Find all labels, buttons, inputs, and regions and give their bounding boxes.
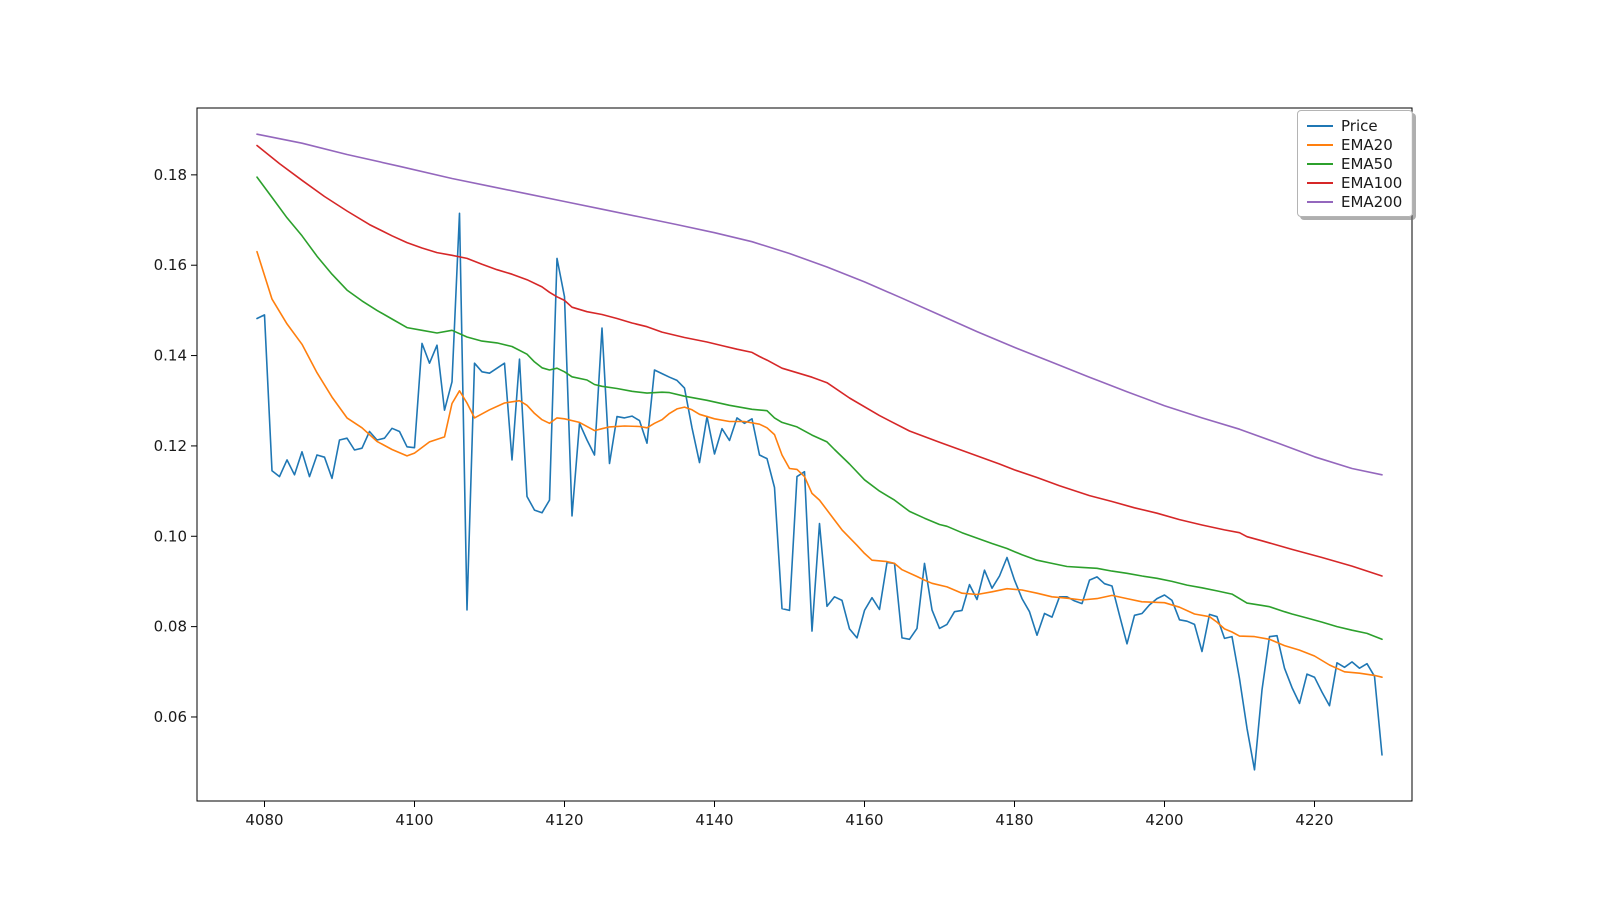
y-tick-label: 0.10 [154,527,187,545]
ema50-line [256,176,1383,641]
ema50-line-sample [1307,162,1333,165]
legend-item-ema50: EMA50 [1307,154,1402,173]
ema20-line-sample [1307,143,1333,146]
x-tick-label: 4100 [395,811,433,829]
legend-label: EMA50 [1341,154,1393,173]
x-tick-label: 4140 [695,811,733,829]
y-tick-label: 0.14 [154,347,187,365]
y-tick-label: 0.08 [154,618,187,636]
price-line [256,212,1383,771]
x-tick-label: 4220 [1295,811,1333,829]
legend-label: EMA200 [1341,192,1403,211]
price-line-sample [1307,124,1333,127]
legend-label: EMA20 [1341,135,1393,154]
legend-label: Price [1341,116,1378,135]
plot-frame [196,107,1413,802]
x-tick-label: 4080 [245,811,283,829]
legend-label: EMA100 [1341,173,1403,192]
legend-item-ema100: EMA100 [1307,173,1402,192]
legend-item-ema20: EMA20 [1307,135,1402,154]
y-tick-label: 0.06 [154,708,187,726]
x-tick-label: 4120 [545,811,583,829]
legend-item-ema200: EMA200 [1307,192,1402,211]
ema100-line-sample [1307,181,1333,184]
x-tick-label: 4160 [845,811,883,829]
ema100-line [256,144,1383,577]
x-tick-label: 4180 [995,811,1033,829]
y-tick-label: 0.18 [154,166,187,184]
legend-item-price: Price [1307,116,1402,135]
legend: Price EMA20 EMA50 EMA100 EMA200 [1297,110,1414,217]
x-tick-label: 4200 [1145,811,1183,829]
ema200-line-sample [1307,200,1333,203]
y-tick-label: 0.12 [154,437,187,455]
y-tick-label: 0.16 [154,256,187,274]
ema20-line [256,250,1383,679]
ema200-line [256,133,1383,476]
